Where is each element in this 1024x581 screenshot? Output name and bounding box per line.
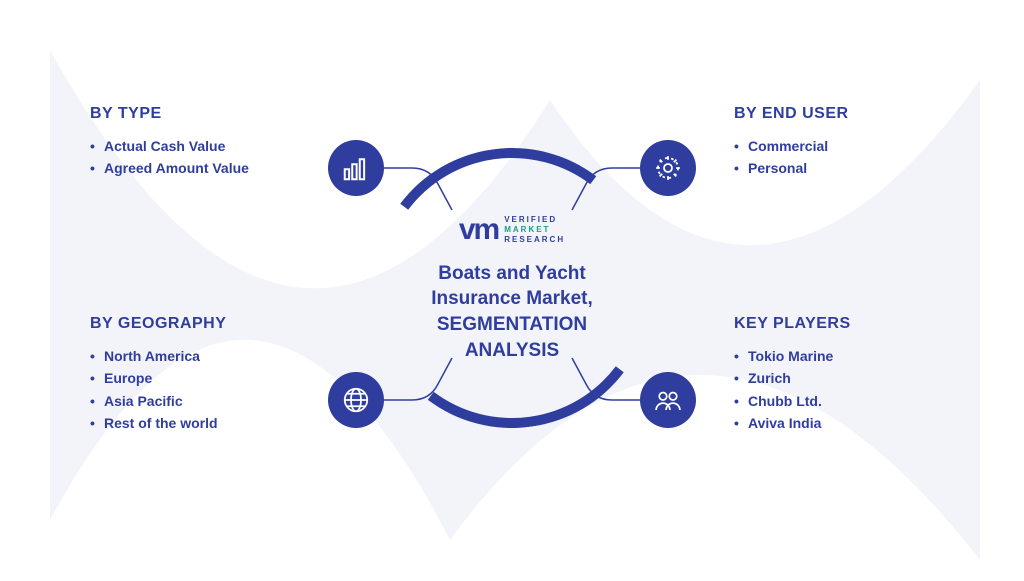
heading-by-geography: BY GEOGRAPHY (90, 315, 310, 333)
bar-chart-icon (328, 140, 384, 196)
globe-icon (328, 372, 384, 428)
list-key-players: Tokio Marine Zurich Chubb Ltd. Aviva Ind… (734, 345, 954, 435)
list-item: Tokio Marine (734, 345, 954, 367)
list-item: Commercial (734, 135, 954, 157)
list-item: Zurich (734, 367, 954, 389)
list-item: Personal (734, 157, 954, 179)
list-item: North America (90, 345, 310, 367)
list-item: Chubb Ltd. (734, 390, 954, 412)
list-item: Agreed Amount Value (90, 157, 310, 179)
list-by-end-user: Commercial Personal (734, 135, 954, 180)
list-by-type: Actual Cash Value Agreed Amount Value (90, 135, 310, 180)
heading-by-end-user: BY END USER (734, 105, 954, 123)
segment-by-end-user: BY END USER Commercial Personal (734, 105, 954, 180)
list-item: Asia Pacific (90, 390, 310, 412)
center-hub: vm VERIFIED MARKET RESEARCH Boats and Ya… (372, 148, 652, 428)
arc-bottom (354, 130, 670, 446)
list-item: Aviva India (734, 412, 954, 434)
list-item: Rest of the world (90, 412, 310, 434)
gear-icon (640, 140, 696, 196)
segment-by-geography: BY GEOGRAPHY North America Europe Asia P… (90, 315, 310, 435)
heading-key-players: KEY PLAYERS (734, 315, 954, 333)
people-icon (640, 372, 696, 428)
segment-key-players: KEY PLAYERS Tokio Marine Zurich Chubb Lt… (734, 315, 954, 435)
segment-by-type: BY TYPE Actual Cash Value Agreed Amount … (90, 105, 310, 180)
list-item: Europe (90, 367, 310, 389)
list-by-geography: North America Europe Asia Pacific Rest o… (90, 345, 310, 435)
heading-by-type: BY TYPE (90, 105, 310, 123)
list-item: Actual Cash Value (90, 135, 310, 157)
